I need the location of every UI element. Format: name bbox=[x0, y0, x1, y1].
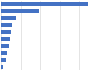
Bar bbox=[1, 2, 88, 6]
Bar bbox=[1, 9, 39, 13]
Bar bbox=[1, 58, 6, 62]
Bar bbox=[1, 51, 7, 55]
Bar bbox=[1, 65, 3, 69]
Bar bbox=[1, 16, 16, 20]
Bar bbox=[1, 44, 9, 48]
Bar bbox=[1, 37, 10, 41]
Bar bbox=[1, 30, 11, 34]
Bar bbox=[1, 23, 12, 27]
